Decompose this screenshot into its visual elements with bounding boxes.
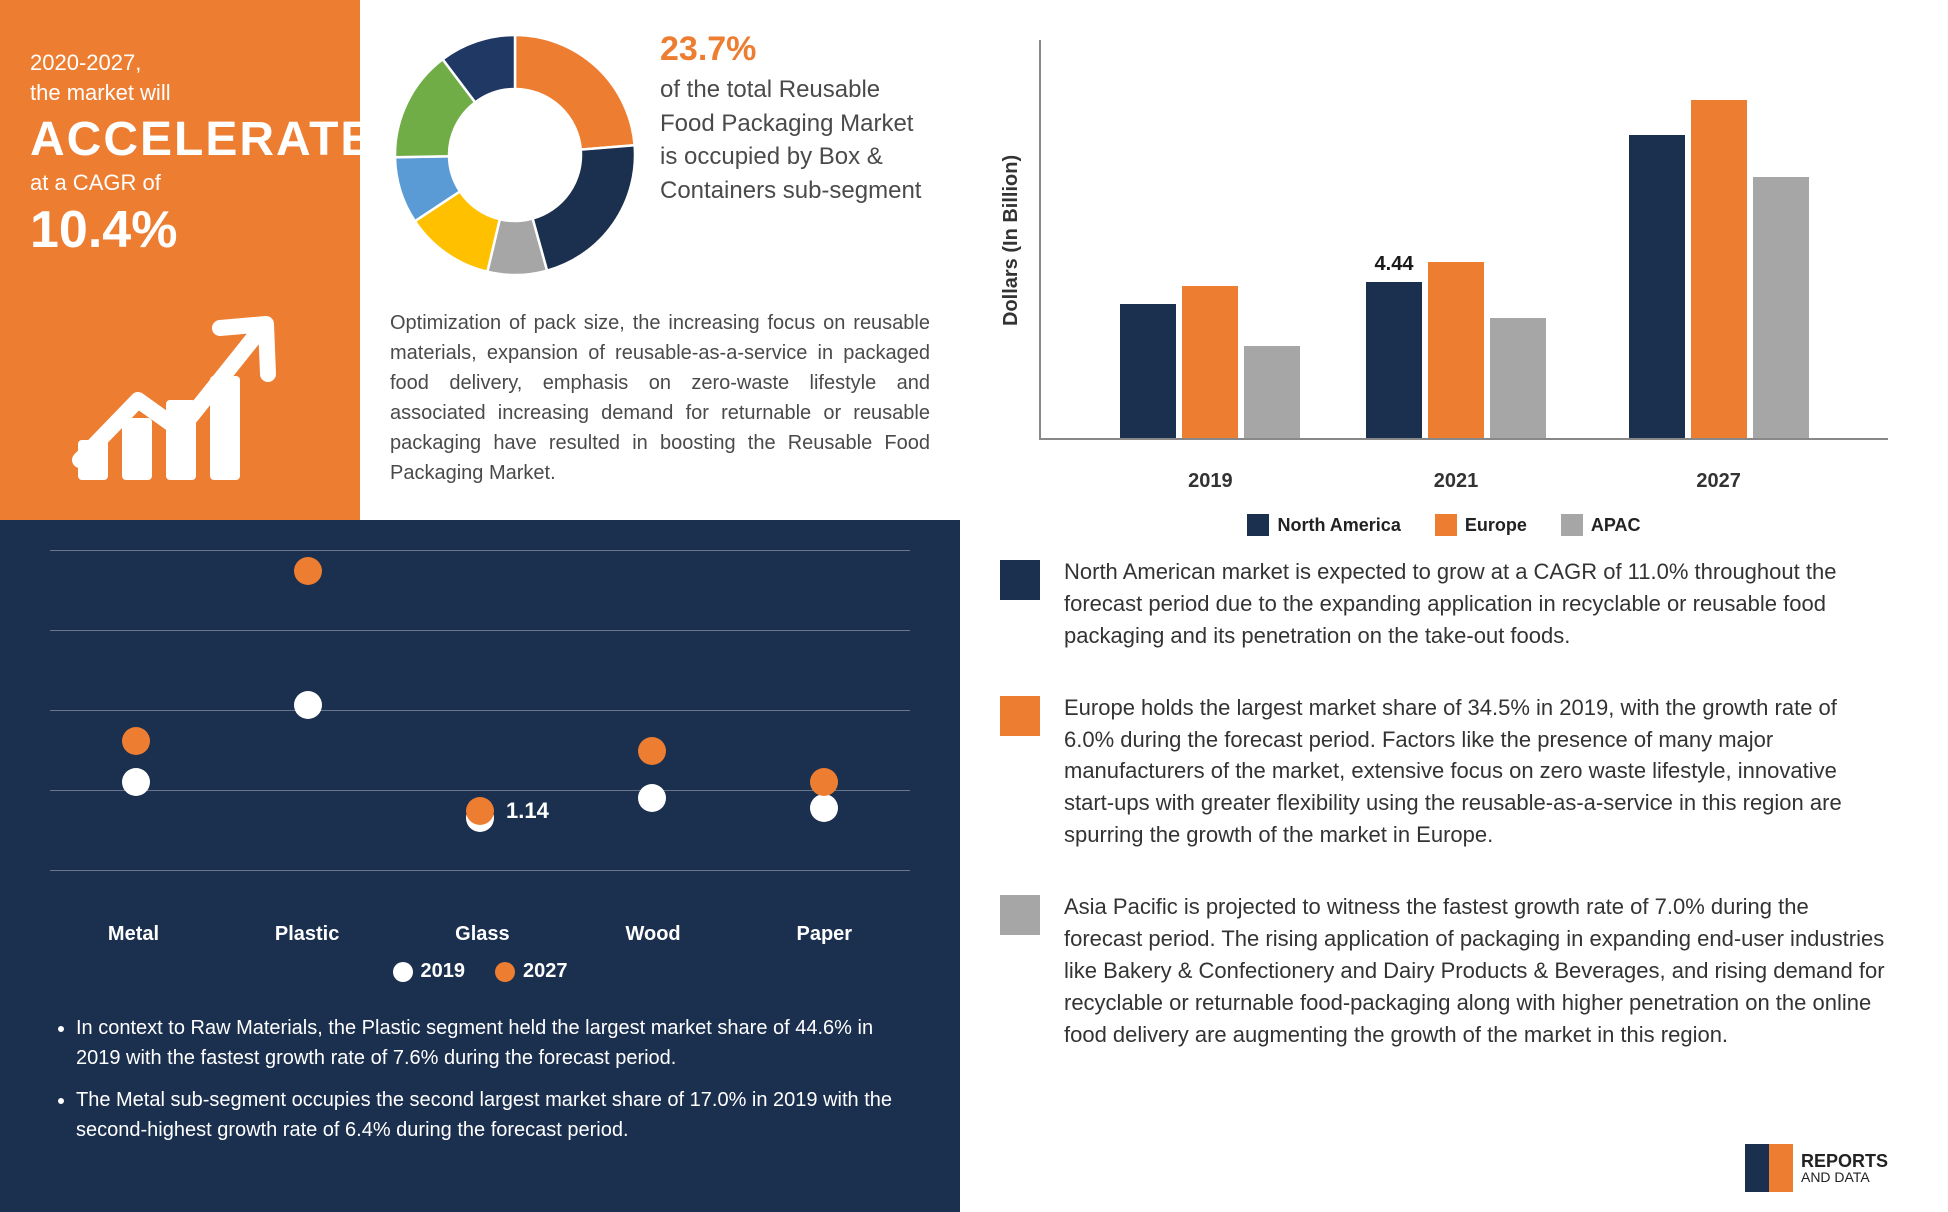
materials-bullet: The Metal sub-segment occupies the secon… xyxy=(76,1085,910,1145)
bar-x-label: 2021 xyxy=(1434,470,1479,493)
insight-item: Asia Pacific is projected to witness the… xyxy=(1000,891,1888,1050)
logo-line2: AND DATA xyxy=(1801,1170,1888,1184)
bar-group xyxy=(1120,286,1300,438)
bar xyxy=(1428,262,1484,438)
material-point xyxy=(810,794,838,822)
donut-slice xyxy=(533,145,635,270)
bar xyxy=(1366,282,1422,438)
donut-description: of the total Reusable Food Packaging Mar… xyxy=(660,73,930,207)
donut-chart xyxy=(390,30,640,280)
donut-slice xyxy=(515,35,635,150)
accel-cagr-label: at a CAGR of xyxy=(30,170,330,196)
insights-list: North American market is expected to gro… xyxy=(1000,536,1888,1124)
material-category-label: Plastic xyxy=(275,923,339,946)
insight-text: Asia Pacific is projected to witness the… xyxy=(1064,891,1888,1050)
materials-bullet: In context to Raw Materials, the Plastic… xyxy=(76,1013,910,1073)
growth-arrow-icon xyxy=(30,290,330,490)
material-value-label: 1.14 xyxy=(506,798,549,824)
logo-line1: REPORTS xyxy=(1801,1151,1888,1171)
bar-group xyxy=(1629,100,1809,438)
top-row: 2020-2027, the market will ACCELERATE at… xyxy=(0,0,960,520)
accel-lead-in: the market will xyxy=(30,80,330,106)
materials-bullets: In context to Raw Materials, the Plastic… xyxy=(50,1013,910,1157)
accel-year-range: 2020-2027, xyxy=(30,50,330,76)
material-point xyxy=(638,784,666,812)
accel-headline: ACCELERATE xyxy=(30,116,330,164)
materials-chart: 1.14MetalPlasticGlassWoodPaper xyxy=(50,550,910,910)
material-category-label: Metal xyxy=(108,923,159,946)
accel-cagr-value: 10.4% xyxy=(30,200,330,260)
donut-paragraph: Optimization of pack size, the increasin… xyxy=(390,308,930,488)
bar-x-label: 2019 xyxy=(1188,470,1233,493)
insight-text: North American market is expected to gro… xyxy=(1064,556,1888,652)
materials-panel: 1.14MetalPlasticGlassWoodPaper 20192027 … xyxy=(0,520,960,1212)
insight-color-box xyxy=(1000,696,1040,736)
brand-logo: REPORTS AND DATA xyxy=(1000,1124,1888,1192)
accelerate-panel: 2020-2027, the market will ACCELERATE at… xyxy=(0,0,360,520)
logo-icon xyxy=(1745,1144,1793,1192)
materials-legend-item: 2027 xyxy=(495,960,568,983)
bar-chart-area: Dollars (In Billion) 201920212027 4.44 xyxy=(1000,40,1888,440)
materials-legend: 2019 2027 xyxy=(50,960,910,983)
material-point xyxy=(810,768,838,796)
bar xyxy=(1182,286,1238,438)
material-point xyxy=(294,557,322,585)
bar-legend: North America Europe APAC xyxy=(1000,514,1888,536)
logo-text: REPORTS AND DATA xyxy=(1801,1152,1888,1184)
material-point xyxy=(294,691,322,719)
bar xyxy=(1691,100,1747,438)
left-column: 2020-2027, the market will ACCELERATE at… xyxy=(0,0,960,1212)
material-point xyxy=(638,737,666,765)
material-category-label: Paper xyxy=(796,923,852,946)
bar xyxy=(1120,304,1176,438)
material-category-label: Glass xyxy=(455,923,509,946)
bar-legend-item: North America xyxy=(1247,514,1400,536)
bar-group xyxy=(1366,262,1546,438)
material-point xyxy=(122,768,150,796)
insight-text: Europe holds the largest market share of… xyxy=(1064,692,1888,851)
bar xyxy=(1629,135,1685,438)
material-category-label: Wood xyxy=(625,923,680,946)
bar-legend-item: Europe xyxy=(1435,514,1527,536)
insight-color-box xyxy=(1000,895,1040,935)
bar-chart: 201920212027 4.44 xyxy=(1039,40,1888,440)
donut-panel: 23.7% of the total Reusable Food Packagi… xyxy=(360,0,960,520)
bar-legend-item: APAC xyxy=(1561,514,1641,536)
bar xyxy=(1753,177,1809,438)
materials-legend-item: 2019 xyxy=(393,960,466,983)
right-column: Dollars (In Billion) 201920212027 4.44 N… xyxy=(960,0,1948,1212)
material-point xyxy=(466,797,494,825)
bar-y-axis-label: Dollars (In Billion) xyxy=(1000,40,1023,440)
bar xyxy=(1490,318,1546,438)
bar xyxy=(1244,346,1300,438)
insight-item: Europe holds the largest market share of… xyxy=(1000,692,1888,851)
bar-x-label: 2027 xyxy=(1696,470,1741,493)
insight-color-box xyxy=(1000,560,1040,600)
insight-item: North American market is expected to gro… xyxy=(1000,556,1888,652)
donut-percent: 23.7% xyxy=(660,30,930,69)
material-point xyxy=(122,727,150,755)
